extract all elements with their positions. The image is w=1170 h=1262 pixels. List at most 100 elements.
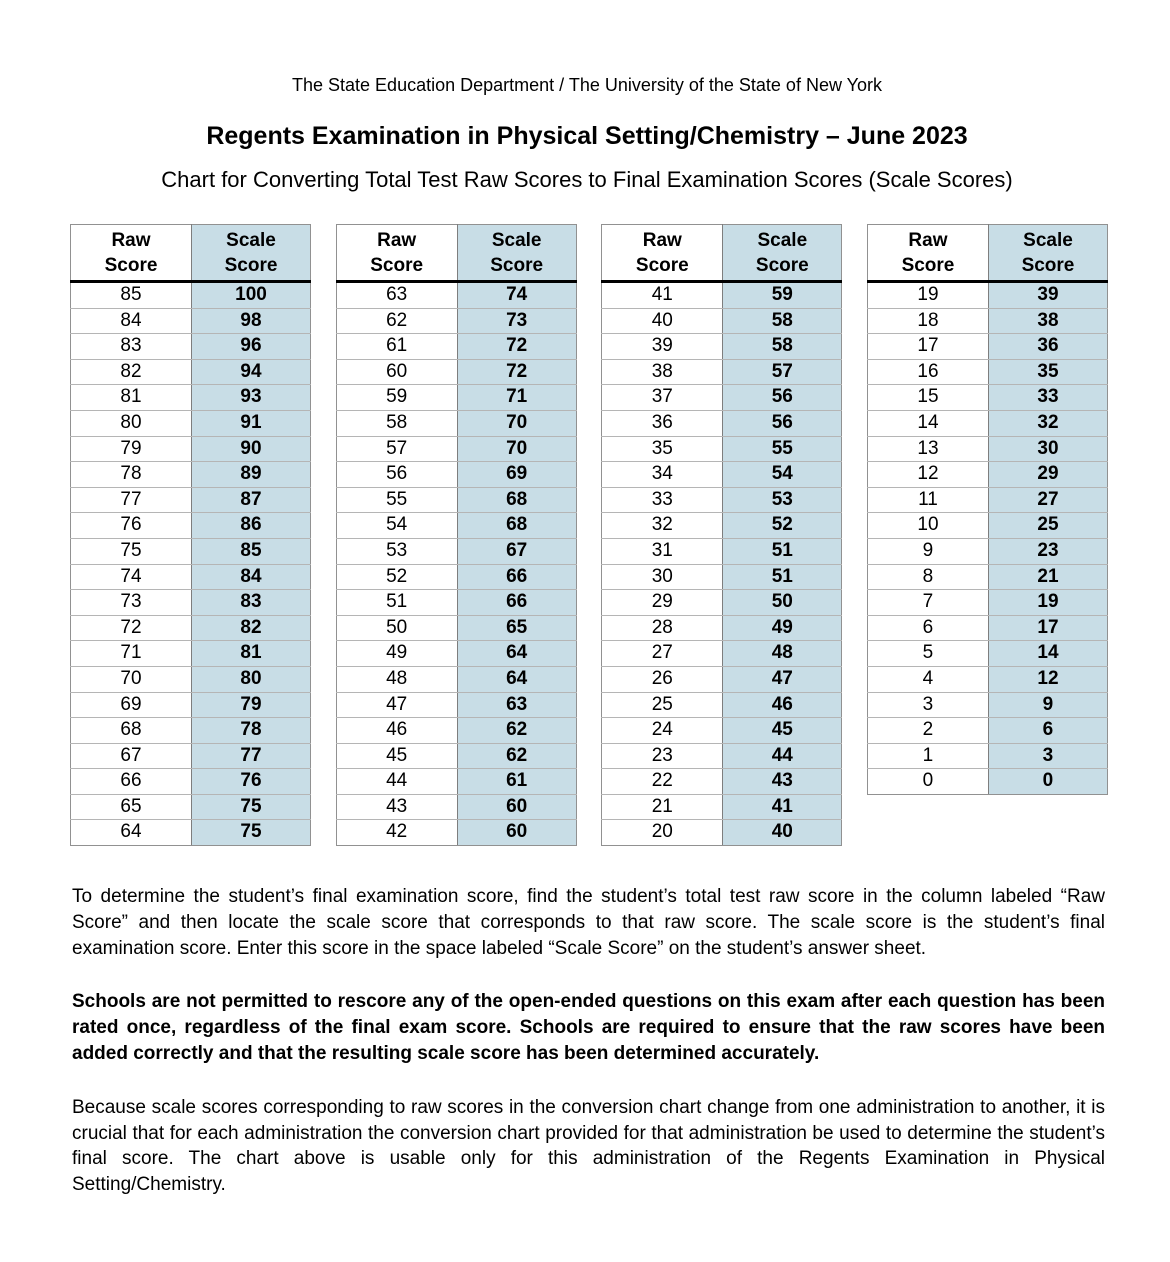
raw-score-cell: 7 bbox=[867, 589, 989, 616]
scale-score-cell: 61 bbox=[456, 768, 577, 795]
scale-score-cell: 64 bbox=[456, 640, 577, 667]
scale-score-cell: 29 bbox=[987, 461, 1108, 488]
raw-score-cell: 73 bbox=[70, 589, 192, 616]
scale-score-cell: 25 bbox=[987, 512, 1108, 539]
scale-score-cell: 67 bbox=[456, 538, 577, 565]
table-row: 68 78 bbox=[70, 717, 311, 744]
scale-score-cell: 50 bbox=[722, 589, 842, 616]
scale-score-cell: 98 bbox=[191, 308, 311, 335]
header-line: Score bbox=[104, 255, 158, 276]
scale-score-cell: 87 bbox=[191, 487, 311, 514]
raw-score-cell: 14 bbox=[867, 410, 989, 437]
table-row: 78 89 bbox=[70, 461, 311, 488]
raw-score-cell: 25 bbox=[601, 692, 723, 719]
table-row: 20 40 bbox=[601, 819, 842, 847]
scale-score-cell: 45 bbox=[722, 717, 842, 744]
scale-score-cell: 47 bbox=[722, 666, 842, 693]
raw-score-cell: 69 bbox=[70, 692, 192, 719]
table-row: 39 58 bbox=[601, 333, 842, 360]
header-line: Score bbox=[635, 255, 689, 276]
table-row: 49 64 bbox=[336, 640, 577, 667]
raw-score-cell: 79 bbox=[70, 436, 192, 463]
raw-score-cell: 85 bbox=[70, 281, 192, 309]
raw-score-cell: 71 bbox=[70, 640, 192, 667]
raw-score-cell: 31 bbox=[601, 538, 723, 565]
raw-score-cell: 11 bbox=[867, 487, 989, 514]
scale-score-cell: 81 bbox=[191, 640, 311, 667]
raw-score-cell: 70 bbox=[70, 666, 192, 693]
raw-score-cell: 46 bbox=[336, 717, 458, 744]
raw-score-cell: 0 bbox=[867, 768, 989, 795]
scale-score-cell: 89 bbox=[191, 461, 311, 488]
scale-score-cell: 78 bbox=[191, 717, 311, 744]
table-row: 83 96 bbox=[70, 333, 311, 360]
raw-score-cell: 21 bbox=[601, 794, 723, 821]
raw-score-cell: 66 bbox=[70, 768, 192, 795]
raw-score-column-header: Raw Score bbox=[867, 224, 989, 283]
raw-score-column-header: Raw Score bbox=[601, 224, 723, 283]
raw-score-cell: 78 bbox=[70, 461, 192, 488]
table-row: 81 93 bbox=[70, 384, 311, 411]
raw-score-cell: 3 bbox=[867, 692, 989, 719]
table-row: 77 87 bbox=[70, 487, 311, 514]
table-row: 67 77 bbox=[70, 743, 311, 770]
raw-score-cell: 55 bbox=[336, 487, 458, 514]
scale-score-cell: 90 bbox=[191, 436, 311, 463]
scale-score-cell: 73 bbox=[456, 308, 577, 335]
table-row: 73 83 bbox=[70, 589, 311, 616]
scale-score-cell: 72 bbox=[456, 359, 577, 386]
scale-score-cell: 3 bbox=[987, 743, 1108, 770]
scale-score-cell: 38 bbox=[987, 308, 1108, 335]
table-row: 6 17 bbox=[867, 615, 1108, 642]
scale-score-cell: 75 bbox=[191, 794, 311, 821]
page-subtitle: Chart for Converting Total Test Raw Scor… bbox=[161, 167, 1013, 192]
raw-score-cell: 30 bbox=[601, 564, 723, 591]
table-row: 64 75 bbox=[70, 819, 311, 847]
raw-score-cell: 23 bbox=[601, 743, 723, 770]
scale-score-cell: 41 bbox=[722, 794, 842, 821]
department-line: The State Education Department / The Uni… bbox=[292, 75, 882, 95]
table-row: 33 53 bbox=[601, 487, 842, 514]
table-row: 15 33 bbox=[867, 384, 1108, 411]
raw-score-cell: 59 bbox=[336, 384, 458, 411]
table-row: 5 14 bbox=[867, 640, 1108, 667]
table-row: 69 79 bbox=[70, 692, 311, 719]
table-row: 40 58 bbox=[601, 308, 842, 335]
table-body: 41 59 40 58 39 58 38 57 37 56 36 56 35 55 34 54 33 53 32 52… bbox=[601, 281, 842, 847]
raw-score-cell: 49 bbox=[336, 640, 458, 667]
raw-score-cell: 39 bbox=[601, 333, 723, 360]
raw-score-cell: 61 bbox=[336, 333, 458, 360]
raw-score-cell: 43 bbox=[336, 794, 458, 821]
raw-score-cell: 18 bbox=[867, 308, 989, 335]
table-row: 4 12 bbox=[867, 666, 1108, 693]
scale-score-cell: 64 bbox=[456, 666, 577, 693]
raw-score-cell: 27 bbox=[601, 640, 723, 667]
raw-score-cell: 17 bbox=[867, 333, 989, 360]
scale-score-cell: 54 bbox=[722, 461, 842, 488]
table-row: 12 29 bbox=[867, 461, 1108, 488]
raw-score-cell: 48 bbox=[336, 666, 458, 693]
scale-score-cell: 66 bbox=[456, 564, 577, 591]
header-line: Scale bbox=[1023, 230, 1073, 251]
raw-score-cell: 9 bbox=[867, 538, 989, 565]
table-row: 84 98 bbox=[70, 308, 311, 335]
raw-score-cell: 26 bbox=[601, 666, 723, 693]
scale-score-cell: 72 bbox=[456, 333, 577, 360]
table-row: 74 84 bbox=[70, 564, 311, 591]
scale-score-cell: 32 bbox=[987, 410, 1108, 437]
scale-score-cell: 76 bbox=[191, 768, 311, 795]
header-row: Raw Score Scale Score bbox=[867, 224, 1108, 283]
table-body: 63 74 62 73 61 72 60 72 59 71 58 70 57 70 56 69 55 68 54 68… bbox=[336, 281, 577, 847]
table-row: 85 100 bbox=[70, 281, 311, 309]
raw-score-column-header: Raw Score bbox=[336, 224, 458, 283]
scale-score-cell: 39 bbox=[987, 281, 1108, 309]
raw-score-cell: 8 bbox=[867, 564, 989, 591]
raw-score-cell: 40 bbox=[601, 308, 723, 335]
scale-score-cell: 69 bbox=[456, 461, 577, 488]
table-row: 55 68 bbox=[336, 487, 577, 514]
raw-score-cell: 50 bbox=[336, 615, 458, 642]
scale-score-cell: 66 bbox=[456, 589, 577, 616]
raw-score-cell: 32 bbox=[601, 512, 723, 539]
